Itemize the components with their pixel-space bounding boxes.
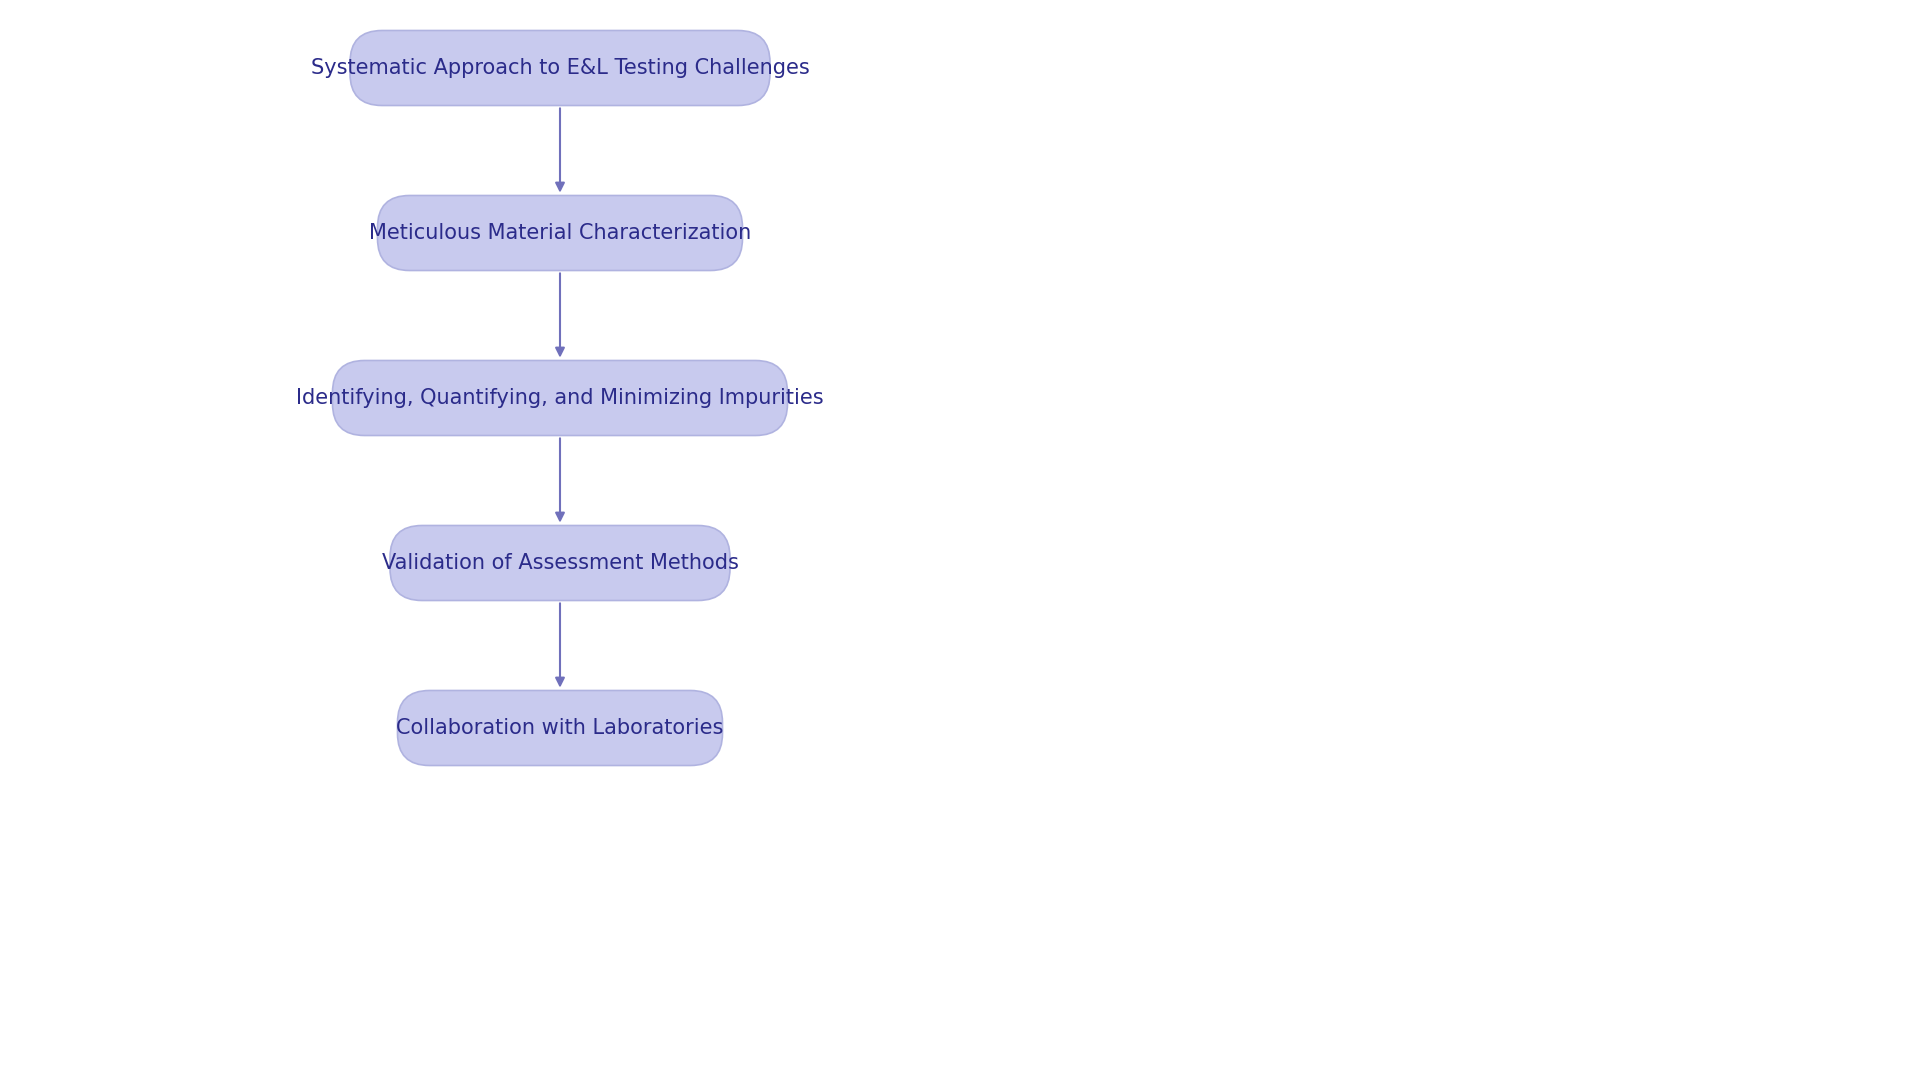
FancyBboxPatch shape (397, 691, 722, 766)
Text: Systematic Approach to E&L Testing Challenges: Systematic Approach to E&L Testing Chall… (311, 58, 810, 78)
FancyBboxPatch shape (390, 525, 730, 600)
FancyBboxPatch shape (349, 30, 770, 105)
Text: Validation of Assessment Methods: Validation of Assessment Methods (382, 553, 739, 573)
FancyBboxPatch shape (378, 196, 743, 271)
FancyBboxPatch shape (332, 361, 787, 435)
Text: Collaboration with Laboratories: Collaboration with Laboratories (396, 718, 724, 738)
Text: Identifying, Quantifying, and Minimizing Impurities: Identifying, Quantifying, and Minimizing… (296, 388, 824, 408)
Text: Meticulous Material Characterization: Meticulous Material Characterization (369, 223, 751, 243)
